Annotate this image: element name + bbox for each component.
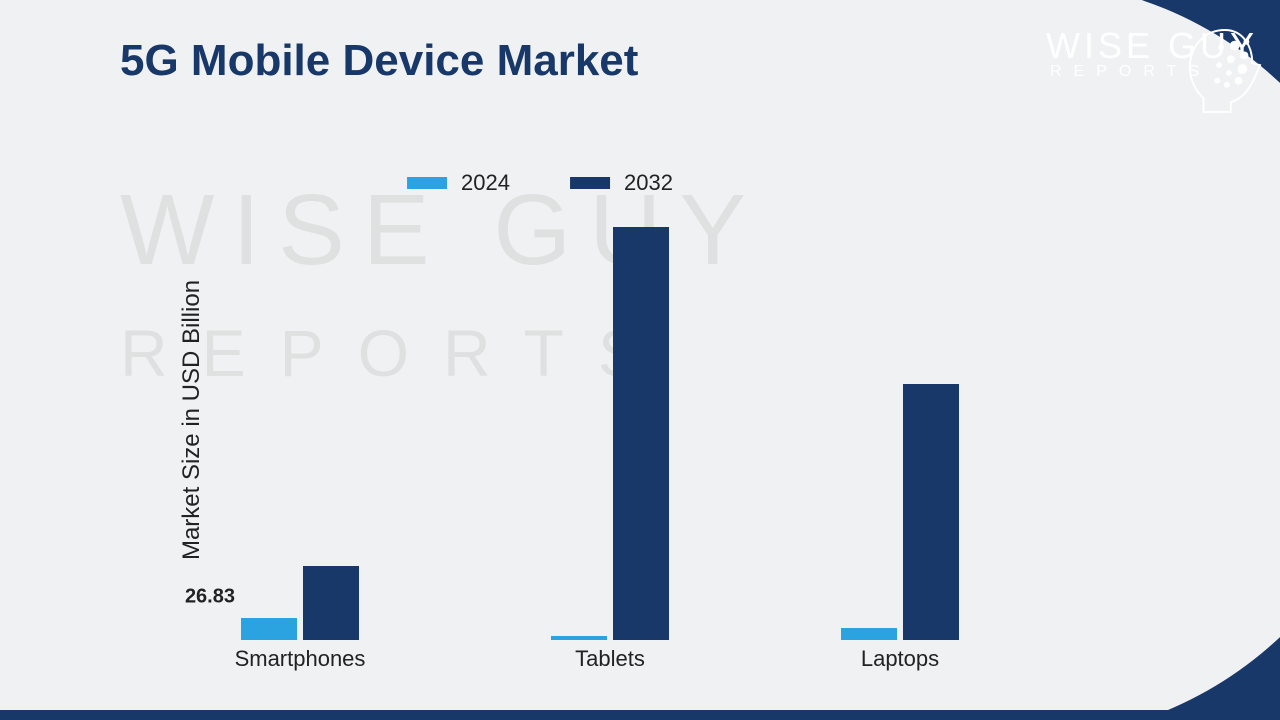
legend-item-2032: 2032 xyxy=(570,170,673,196)
x-label-tablets: Tablets xyxy=(575,646,645,672)
bar-tablets-2024 xyxy=(551,636,607,640)
legend-swatch-2024 xyxy=(407,177,447,189)
bar-laptops-2024 xyxy=(841,628,897,640)
x-label-smartphones: Smartphones xyxy=(235,646,366,672)
bar-laptops-2032 xyxy=(903,384,959,640)
bar-smartphones-2032 xyxy=(303,566,359,640)
legend-swatch-2032 xyxy=(570,177,610,189)
legend-item-2024: 2024 xyxy=(407,170,510,196)
legend-label-2024: 2024 xyxy=(461,170,510,196)
chart-area: Market Size in USD Billion 2024 2032 Sma… xyxy=(70,150,1010,690)
plot-region: SmartphonesTabletsLaptops26.83 xyxy=(130,210,1010,640)
bar-tablets-2032 xyxy=(613,227,669,640)
chart-title: 5G Mobile Device Market xyxy=(120,36,638,86)
chart-canvas: WISE GUY REPORTS 5G Mobile Device Market… xyxy=(0,0,1280,720)
x-label-laptops: Laptops xyxy=(861,646,939,672)
bottom-accent-bar xyxy=(0,710,1280,720)
legend: 2024 2032 xyxy=(407,170,673,196)
brand-head-icon xyxy=(1184,26,1262,114)
bar-smartphones-2024 xyxy=(241,618,297,640)
legend-label-2032: 2032 xyxy=(624,170,673,196)
value-label: 26.83 xyxy=(185,585,241,608)
